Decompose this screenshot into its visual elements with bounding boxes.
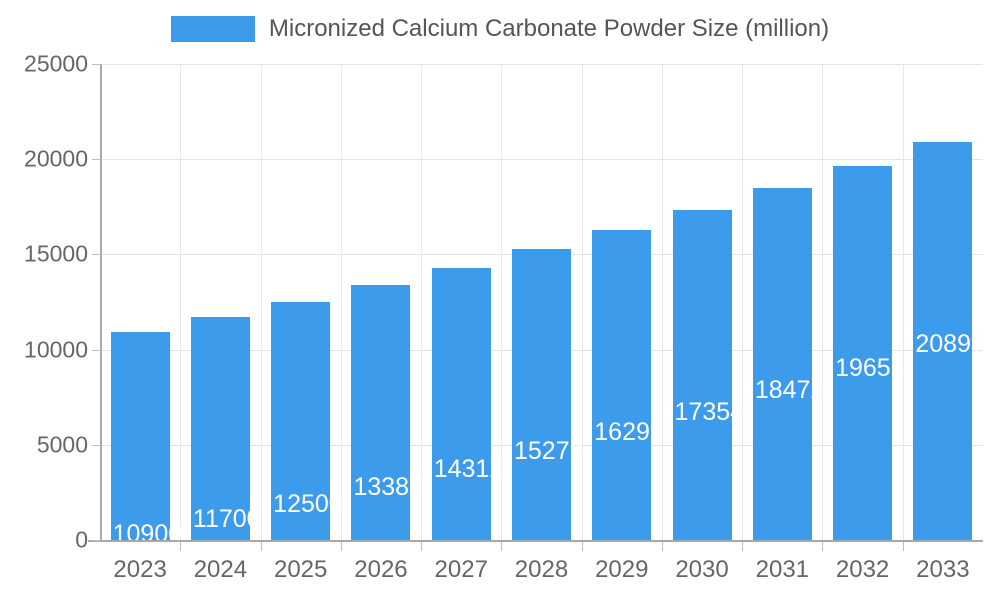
y-tick-label: 10000 <box>24 336 88 363</box>
y-tick-mark <box>92 254 101 256</box>
gridline-vertical <box>341 64 342 540</box>
gridline-vertical <box>742 64 743 540</box>
x-tick-label: 2025 <box>273 556 328 583</box>
gridline-vertical <box>822 64 823 540</box>
y-tick-mark <box>92 349 101 351</box>
gridline-vertical <box>582 64 583 540</box>
bar[interactable] <box>271 302 331 540</box>
bar[interactable] <box>752 188 812 540</box>
y-tick-label: 15000 <box>24 240 88 267</box>
x-tick-label: 2029 <box>595 556 649 583</box>
y-tick-mark <box>92 540 101 541</box>
x-tick-label: 2031 <box>755 556 810 583</box>
bar[interactable] <box>431 267 491 540</box>
y-tick-mark <box>92 64 101 65</box>
x-tick-label: 2032 <box>835 556 890 583</box>
gridline-vertical <box>662 64 663 540</box>
x-tick-mark <box>341 542 342 551</box>
x-tick-mark <box>582 542 583 551</box>
bar[interactable] <box>672 209 732 540</box>
bar[interactable] <box>592 229 652 540</box>
gridline-vertical <box>421 64 422 540</box>
bar[interactable] <box>913 142 973 540</box>
gridline-vertical <box>903 64 904 540</box>
y-tick-label: 5000 <box>36 431 88 458</box>
bar[interactable] <box>351 285 411 540</box>
x-tick-mark <box>662 542 663 551</box>
gridline-vertical <box>180 64 181 540</box>
plot-area: 10900 11700 12500 13387 14312 15279 16291 17354… <box>100 64 985 548</box>
x-tick-label: 2023 <box>113 556 167 583</box>
y-tick-label: 0 <box>75 526 88 553</box>
x-tick-mark <box>501 542 502 551</box>
x-tick-mark <box>903 542 904 551</box>
y-tick-mark <box>92 444 101 446</box>
x-tick-label: 2024 <box>193 556 248 583</box>
x-tick-mark <box>421 542 422 551</box>
y-axis-line <box>100 64 102 541</box>
x-axis-line <box>88 540 983 542</box>
legend-label: Micronized Calcium Carbonate Powder Size… <box>268 15 830 42</box>
bar[interactable] <box>110 332 170 540</box>
x-tick-mark <box>742 542 743 551</box>
bar[interactable] <box>512 249 571 540</box>
x-tick-mark <box>261 542 262 551</box>
gridline-horizontal <box>100 64 983 65</box>
x-tick-label: 2026 <box>354 556 408 583</box>
gridline-vertical <box>501 64 502 540</box>
gridline-horizontal <box>100 159 983 161</box>
legend-item-series-1[interactable]: Micronized Calcium Carbonate Powder Size… <box>170 15 830 43</box>
x-tick-label: 2030 <box>675 556 729 583</box>
y-axis-labels: 0 5000 10000 15000 20000 25000 <box>0 0 88 600</box>
x-tick-label: 2028 <box>514 556 569 583</box>
x-tick-mark <box>180 542 181 551</box>
gridline-vertical <box>261 64 262 540</box>
x-tick-label: 2033 <box>916 556 970 583</box>
y-tick-label: 20000 <box>24 145 88 172</box>
x-tick-mark <box>822 542 823 551</box>
y-tick-mark <box>92 159 101 161</box>
legend-color-swatch <box>170 16 255 42</box>
bar[interactable] <box>833 165 893 540</box>
y-tick-label: 25000 <box>24 50 88 77</box>
bar[interactable] <box>190 317 250 540</box>
chart-legend: Micronized Calcium Carbonate Powder Size… <box>0 0 1000 58</box>
x-tick-label: 2027 <box>434 556 488 583</box>
